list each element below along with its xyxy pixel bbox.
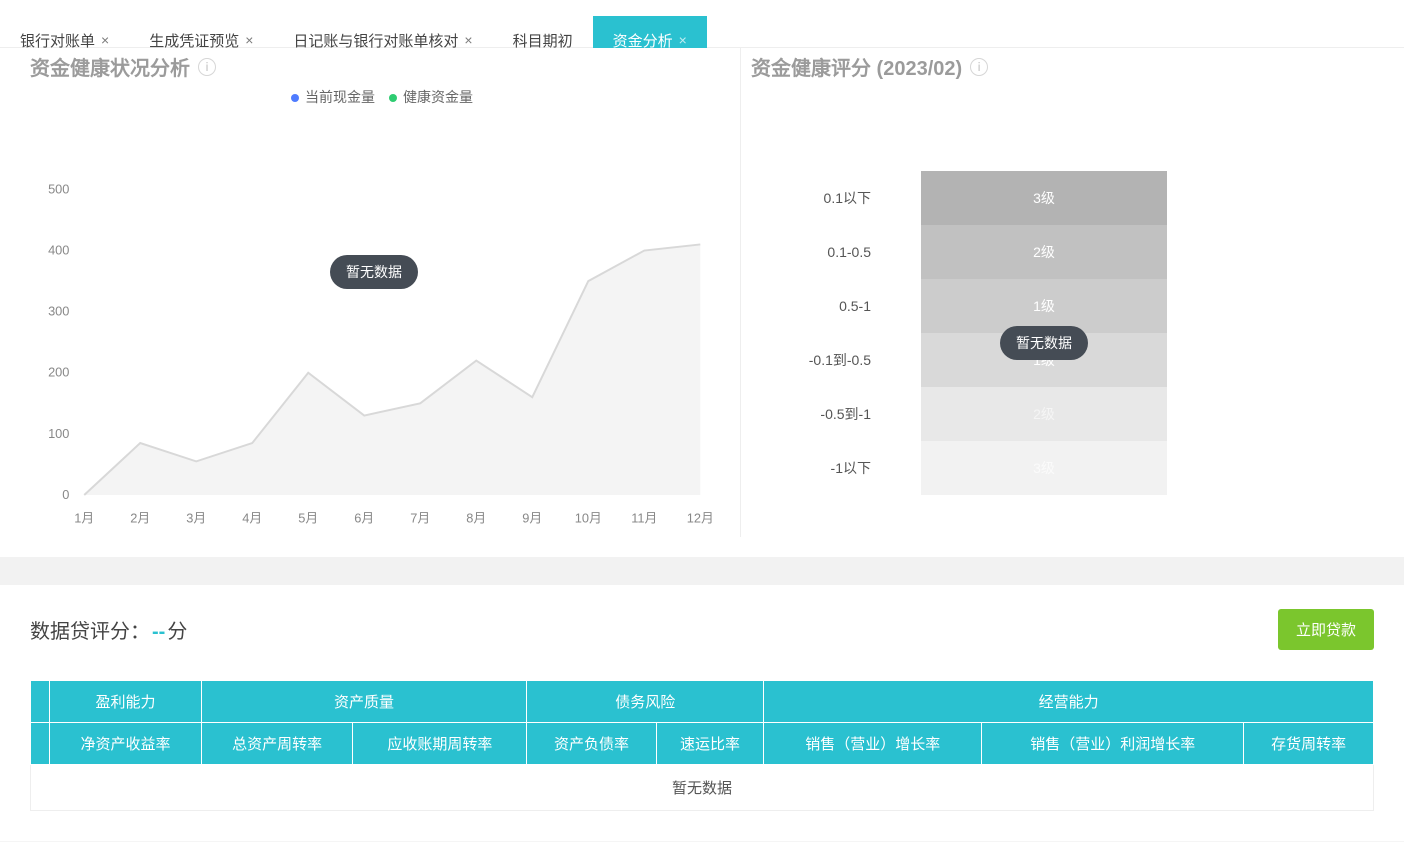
svg-text:5月: 5月 xyxy=(298,511,318,526)
svg-text:4月: 4月 xyxy=(242,511,262,526)
score-suffix: 分 xyxy=(167,621,187,643)
table-column-header: 总资产周转率 xyxy=(201,723,353,765)
close-icon[interactable]: × xyxy=(101,32,109,48)
ladder-level-bar: 2级 xyxy=(921,387,1167,441)
table-column-header: 应收账期周转率 xyxy=(353,723,527,765)
svg-text:8月: 8月 xyxy=(466,511,486,526)
legend-label: 健康资金量 xyxy=(403,89,473,105)
rating-ladder: 0.1以下 0.1-0.5 0.5-1 -0.1到-0.5 -0.5到-1 -1以下 3级… xyxy=(751,171,1364,495)
close-icon[interactable]: × xyxy=(245,32,253,48)
ladder-level-bar: 3级 xyxy=(921,441,1167,495)
info-icon[interactable]: i xyxy=(970,58,988,76)
table-column-header: 速运比率 xyxy=(656,723,764,765)
svg-text:300: 300 xyxy=(48,304,69,319)
fund-score-panel: 资金健康评分 (2023/02) i 0.1以下 0.1-0.5 0.5-1 -0.1… xyxy=(740,48,1404,537)
table-group-header: 资产质量 xyxy=(201,681,526,723)
table-column-header: 销售（营业）增长率 xyxy=(764,723,982,765)
svg-text:100: 100 xyxy=(48,426,69,441)
ladder-range-label: 0.5-1 xyxy=(751,298,921,314)
score-value: -- xyxy=(152,621,165,643)
table-column-header xyxy=(31,723,50,765)
ladder-range-label: -0.5到-1 xyxy=(751,404,921,424)
svg-text:2月: 2月 xyxy=(130,511,150,526)
svg-text:200: 200 xyxy=(48,365,69,380)
fund-score-title: 资金健康评分 (2023/02) i xyxy=(751,52,1364,81)
svg-text:1月: 1月 xyxy=(74,511,94,526)
svg-text:6月: 6月 xyxy=(354,511,374,526)
info-icon[interactable]: i xyxy=(198,58,216,76)
close-icon[interactable]: × xyxy=(679,32,687,48)
svg-text:10月: 10月 xyxy=(575,511,602,526)
section-gap xyxy=(0,557,1404,585)
fund-score-title-text: 资金健康评分 (2023/02) xyxy=(751,52,962,81)
table-group-header xyxy=(31,681,50,723)
close-icon[interactable]: × xyxy=(464,32,472,48)
svg-text:500: 500 xyxy=(48,181,69,196)
fund-health-title-text: 资金健康状况分析 xyxy=(30,52,190,81)
svg-text:400: 400 xyxy=(48,242,69,257)
metrics-table: 盈利能力资产质量债务风险经营能力净资产收益率总资产周转率应收账期周转率资产负债率… xyxy=(30,680,1374,811)
loan-score-label: 数据贷评分：--分 xyxy=(30,615,187,644)
ladder-level-bar: 2级 xyxy=(921,225,1167,279)
ladder-level-bar: 1级 xyxy=(921,279,1167,333)
table-column-header: 资产负债率 xyxy=(527,723,657,765)
table-group-header: 经营能力 xyxy=(764,681,1374,723)
ladder-labels: 0.1以下 0.1-0.5 0.5-1 -0.1到-0.5 -0.5到-1 -1以下 xyxy=(751,171,921,495)
table-group-header: 盈利能力 xyxy=(50,681,202,723)
legend-dot xyxy=(291,94,299,102)
loan-score-section: 数据贷评分：--分 立即贷款 盈利能力资产质量债务风险经营能力净资产收益率总资产… xyxy=(0,585,1404,841)
ladder-range-label: 0.1以下 xyxy=(751,188,921,208)
svg-text:12月: 12月 xyxy=(687,511,714,526)
table-group-header: 债务风险 xyxy=(527,681,764,723)
svg-text:3月: 3月 xyxy=(186,511,206,526)
loan-score-header: 数据贷评分：--分 立即贷款 xyxy=(30,609,1374,650)
chart-legend: 当前现金量 健康资金量 xyxy=(30,87,720,107)
table-column-header: 销售（营业）利润增长率 xyxy=(982,723,1244,765)
table-column-header: 存货周转率 xyxy=(1244,723,1374,765)
ladder-range-label: -1以下 xyxy=(751,458,921,478)
chart-svg: 0 100 200 300 400 500 1月 2月 3月 4月 5月 6月 7月 8月 9月 10月 11月… xyxy=(30,177,720,537)
fund-health-panel: 资金健康状况分析 i 当前现金量 健康资金量 0 100 200 300 400 500 1月… xyxy=(0,48,740,537)
table-empty-row: 暂无数据 xyxy=(31,765,1374,811)
svg-text:9月: 9月 xyxy=(522,511,542,526)
upper-section: 资金健康状况分析 i 当前现金量 健康资金量 0 100 200 300 400 500 1月… xyxy=(0,48,1404,557)
ladder-bars: 3级2级1级1级2级3级暂无数据 xyxy=(921,171,1167,495)
legend-label: 当前现金量 xyxy=(305,89,375,105)
legend-dot xyxy=(389,94,397,102)
svg-text:0: 0 xyxy=(62,487,69,502)
line-chart: 0 100 200 300 400 500 1月 2月 3月 4月 5月 6月 7月 8月 9月 10月 11月… xyxy=(30,177,720,537)
ladder-level-bar: 3级 xyxy=(921,171,1167,225)
chart-no-data-badge: 暂无数据 xyxy=(330,255,418,289)
fund-health-title: 资金健康状况分析 i xyxy=(30,52,720,81)
ladder-range-label: 0.1-0.5 xyxy=(751,244,921,260)
ladder-no-data-badge: 暂无数据 xyxy=(1000,326,1088,360)
table-column-header: 净资产收益率 xyxy=(50,723,202,765)
ladder-range-label: -0.1到-0.5 xyxy=(751,350,921,370)
svg-text:11月: 11月 xyxy=(631,511,657,526)
svg-text:7月: 7月 xyxy=(410,511,430,526)
score-prefix: 数据贷评分： xyxy=(30,621,150,643)
tabs-bar: 银行对账单×生成凭证预览×日记账与银行对账单核对×科目期初资金分析× xyxy=(0,0,1404,48)
apply-loan-button[interactable]: 立即贷款 xyxy=(1278,609,1374,650)
